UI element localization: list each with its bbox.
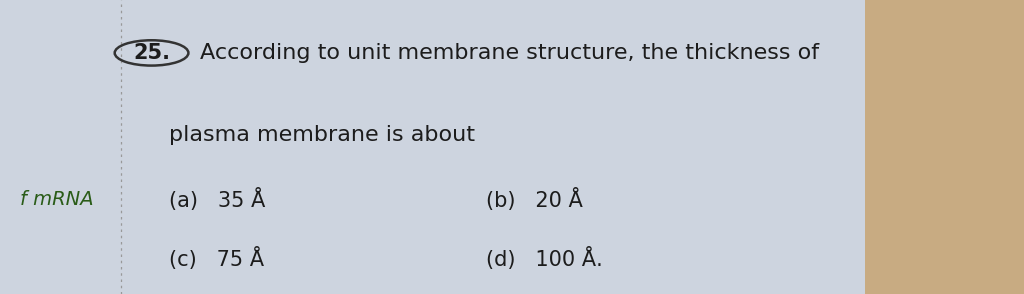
Bar [865,0,1024,294]
Text: (d)   100 Å.: (d) 100 Å. [486,247,603,270]
Text: (a)   35 Å: (a) 35 Å [169,188,265,211]
Text: f mRNA: f mRNA [20,191,94,209]
Text: 25.: 25. [133,43,170,63]
Text: plasma membrane is about: plasma membrane is about [169,125,475,145]
Text: (b)   20 Å: (b) 20 Å [486,188,584,211]
Text: (c)   75 Å: (c) 75 Å [169,247,264,270]
Text: According to unit membrane structure, the thickness of: According to unit membrane structure, th… [200,43,819,63]
